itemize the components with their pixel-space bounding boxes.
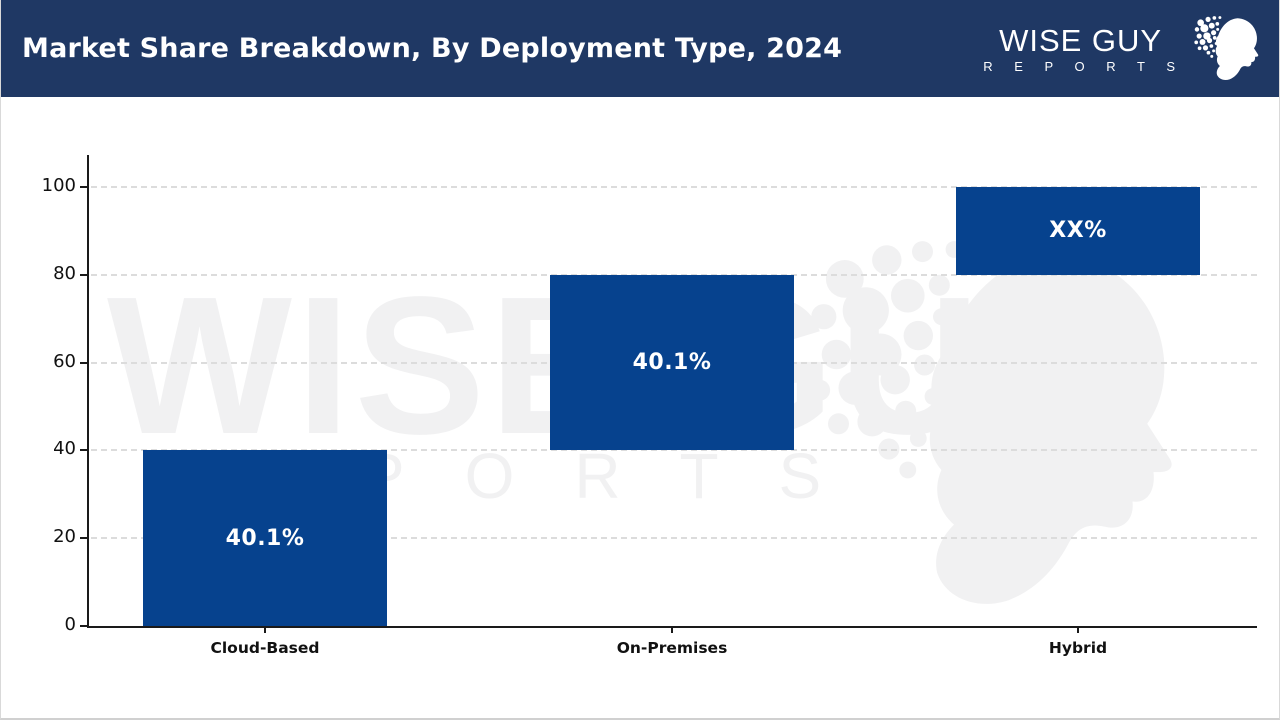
header: Market Share Breakdown, By Deployment Ty…: [1, 0, 1280, 97]
y-axis-tick-label: 100: [41, 175, 76, 196]
x-axis-tick: [1077, 626, 1079, 633]
bar-on-premises: 40.1%: [550, 274, 794, 451]
x-axis-category-label: Cloud-Based: [210, 639, 320, 657]
bar-value-label: XX%: [1049, 218, 1107, 244]
gridline-40: [91, 449, 1257, 452]
y-axis-tick-label: 60: [53, 350, 76, 372]
logo-wordmark: WISE GUY: [999, 22, 1163, 58]
gridline-20: [91, 537, 1257, 540]
x-axis-category-label: Hybrid: [1048, 639, 1108, 657]
bar-cloud-based: 40.1%: [143, 450, 387, 626]
y-axis-tick: [80, 186, 89, 188]
chart-area: 0 20 40 60 80 100 40.1% Cloud-Based 40.1% On-Prem…: [1, 97, 1279, 718]
logo-face-icon: [1194, 8, 1268, 90]
y-axis-tick: [80, 361, 89, 364]
y-axis-tick: [80, 449, 89, 452]
y-axis-tick: [80, 537, 89, 540]
x-axis-line: [87, 626, 1257, 628]
y-axis-tick-label: 20: [53, 526, 76, 548]
brand-logo: WISE GUY R E P O R T S: [977, 8, 1280, 90]
y-axis-tick: [80, 273, 89, 276]
y-axis-tick: [80, 625, 89, 627]
x-axis-tick: [671, 626, 673, 633]
bar-hybrid: XX%: [956, 187, 1200, 275]
logo-text: WISE GUY R E P O R T S: [977, 25, 1184, 73]
bar-value-label: 40.1%: [225, 525, 305, 551]
y-axis-tick-label: 40: [53, 438, 76, 460]
logo-subtitle: R E P O R T S: [983, 58, 1184, 74]
gridline-100: [91, 186, 1257, 188]
y-axis-tick-label: 0: [64, 614, 76, 635]
y-axis-tick-label: 80: [53, 262, 76, 284]
x-axis-tick: [264, 626, 266, 633]
page-title: Market Share Breakdown, By Deployment Ty…: [22, 33, 843, 64]
y-axis-line: [87, 155, 89, 628]
bar-value-label: 40.1%: [632, 350, 712, 376]
x-axis-category-label: On-Premises: [616, 639, 728, 657]
